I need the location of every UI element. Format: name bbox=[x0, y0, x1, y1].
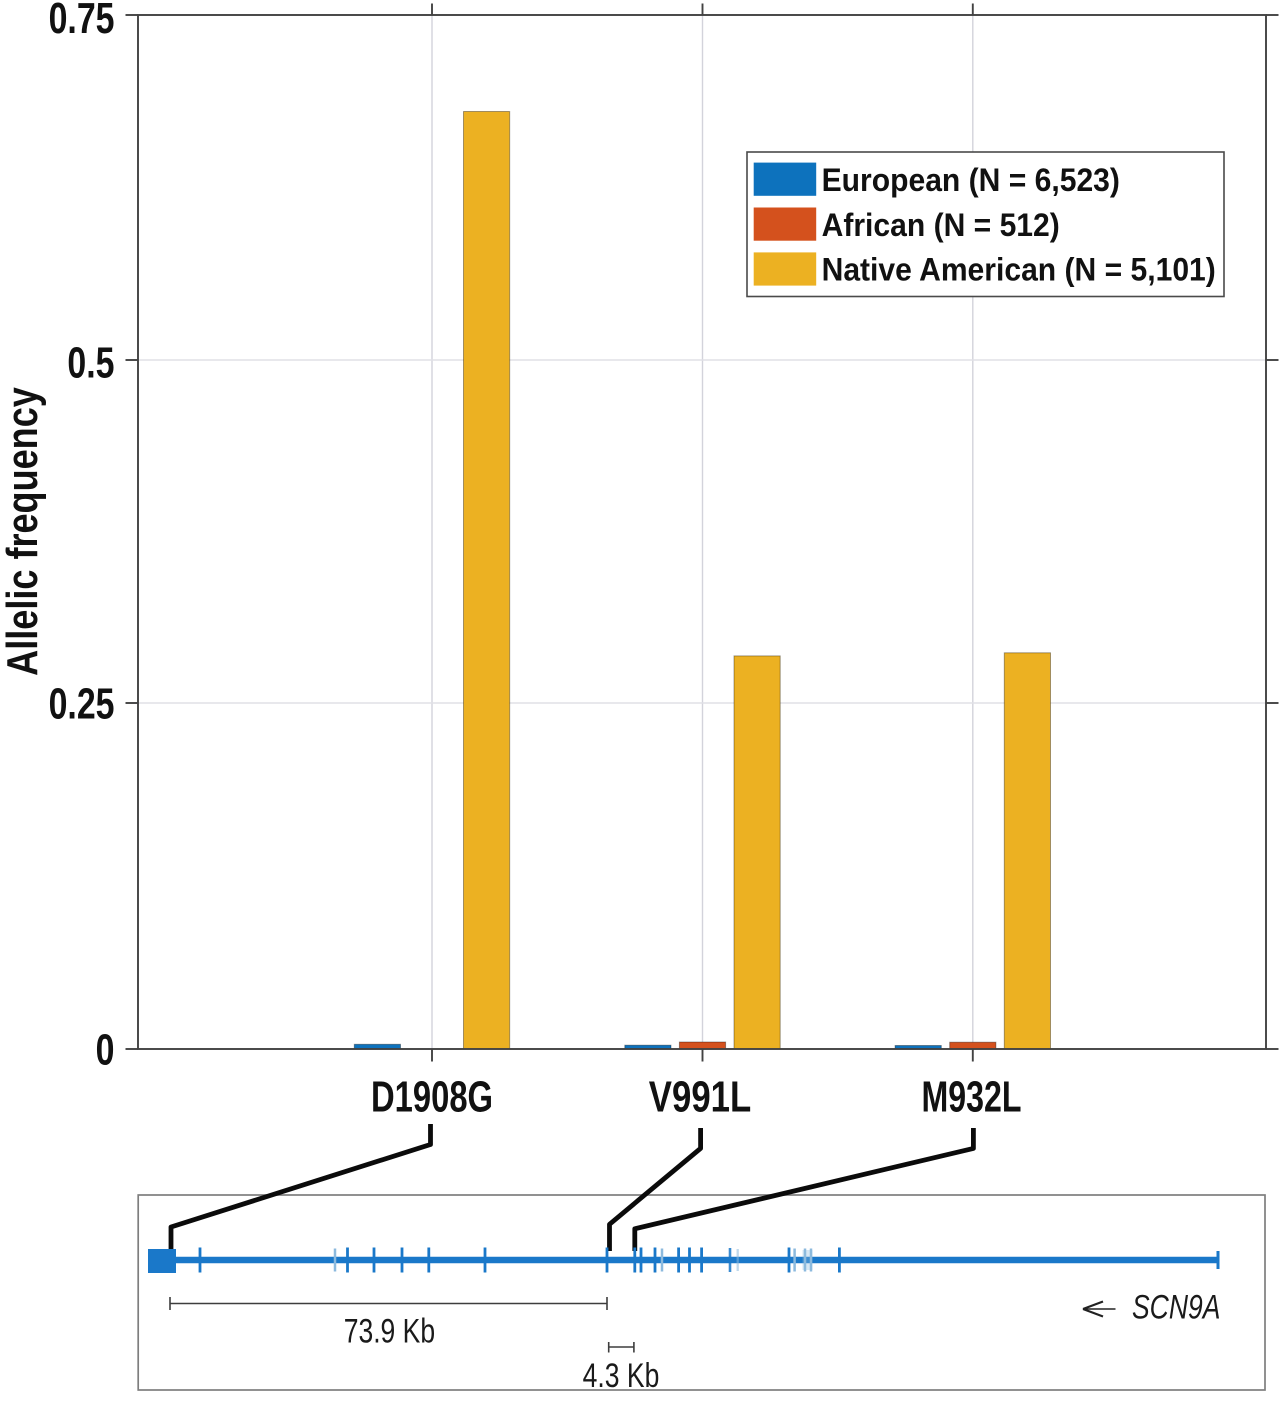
svg-text:73.9 Kb: 73.9 Kb bbox=[344, 1313, 435, 1351]
svg-text:SCN9A: SCN9A bbox=[1132, 1288, 1220, 1326]
svg-text:Native American (N = 5,101): Native American (N = 5,101) bbox=[822, 252, 1216, 288]
svg-text:0.5: 0.5 bbox=[67, 338, 114, 387]
svg-text:0.75: 0.75 bbox=[49, 0, 115, 43]
svg-text:4.3 Kb: 4.3 Kb bbox=[583, 1357, 660, 1395]
svg-text:Allelic frequency: Allelic frequency bbox=[0, 387, 47, 676]
svg-text:D1908G: D1908G bbox=[371, 1073, 493, 1122]
svg-text:0.25: 0.25 bbox=[49, 679, 115, 728]
svg-text:M932L: M932L bbox=[922, 1073, 1022, 1122]
svg-text:V991L: V991L bbox=[649, 1073, 751, 1122]
svg-text:African (N = 512): African (N = 512) bbox=[822, 207, 1060, 243]
svg-text:European (N = 6,523): European (N = 6,523) bbox=[822, 162, 1120, 198]
svg-text:0: 0 bbox=[96, 1025, 115, 1074]
